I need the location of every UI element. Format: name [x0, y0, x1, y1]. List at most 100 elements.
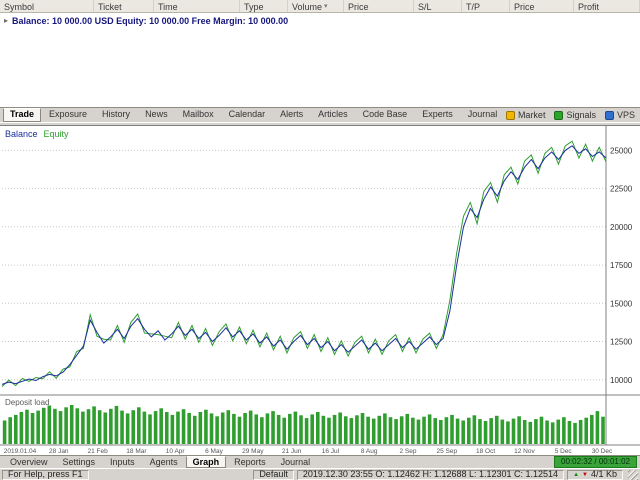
- legend-balance-label: Balance: [5, 129, 38, 139]
- toolbox-quick-links: Market Signals VPS: [505, 110, 637, 120]
- graph-legend: Balance Equity: [5, 129, 69, 139]
- svg-text:18 Oct: 18 Oct: [476, 448, 495, 455]
- column-header-label: Price: [348, 1, 369, 12]
- svg-text:2 Sep: 2 Sep: [400, 448, 417, 455]
- svg-text:10000: 10000: [610, 376, 633, 385]
- quicklink-vps[interactable]: VPS: [604, 110, 635, 120]
- column-header-s-l[interactable]: S/L: [414, 0, 462, 12]
- quicklink-label: VPS: [616, 110, 635, 120]
- svg-text:25000: 25000: [610, 146, 633, 155]
- graph-svg: 10000 12500 15000 17500 20000 22500 25000 2019.…: [0, 126, 640, 455]
- svg-text:16 Jul: 16 Jul: [322, 448, 340, 455]
- market-cart-icon: [505, 110, 515, 120]
- vps-icon: [604, 110, 614, 120]
- svg-text:22500: 22500: [610, 185, 633, 194]
- deposit-load-label: Deposit load: [5, 398, 50, 407]
- column-header-label: Profit: [578, 1, 600, 12]
- balance-line: [1, 145, 607, 385]
- toolbox-tab-articles[interactable]: Articles: [318, 109, 348, 119]
- column-header-label: Price: [514, 1, 535, 12]
- toolbox-tab-exposure[interactable]: Exposure: [49, 109, 88, 119]
- download-arrow-icon: ▼: [582, 471, 588, 478]
- account-balance-row[interactable]: ▸ Balance: 10 000.00 USD Equity: 10 000.…: [0, 14, 640, 27]
- signals-icon: [554, 110, 564, 120]
- column-header-volume[interactable]: Volume ▾: [288, 0, 344, 12]
- window-resize-grip[interactable]: [628, 469, 638, 480]
- column-header-price[interactable]: Price: [510, 0, 574, 12]
- toolbox-tab-alerts[interactable]: Alerts: [280, 109, 304, 119]
- status-profile[interactable]: Default: [253, 469, 294, 480]
- toolbox-tab-news[interactable]: News: [145, 109, 168, 119]
- deposit-load-bars: [2, 405, 605, 445]
- quicklink-market[interactable]: Market: [505, 110, 546, 120]
- x-axis-labels: 2019.01.04 28 Jan 21 Feb 18 Mar 10 Apr 6 May 2…: [4, 448, 613, 455]
- column-header-label: Volume: [292, 1, 323, 12]
- toolbox-tab-mailbox[interactable]: Mailbox: [182, 109, 214, 119]
- panel-splitter[interactable]: [0, 122, 640, 125]
- grid: [2, 149, 606, 381]
- tester-tab-journal[interactable]: Journal: [280, 457, 311, 467]
- status-quote: 2019.12.30 23:55 O: 1.12462 H: 1.12688 L…: [296, 469, 565, 480]
- y-axis-labels: 10000 12500 15000 17500 20000 22500 25000: [610, 146, 633, 384]
- tester-tab-overview[interactable]: Overview: [10, 457, 48, 467]
- svg-text:29 May: 29 May: [242, 448, 264, 455]
- svg-text:30 Dec: 30 Dec: [592, 448, 613, 455]
- column-header-label: S/L: [418, 1, 432, 12]
- column-header-t-p[interactable]: T/P: [462, 0, 510, 12]
- toolbox-tab-calendar[interactable]: Calendar: [228, 109, 266, 119]
- quicklink-label: Market: [517, 110, 546, 120]
- svg-text:5 Dec: 5 Dec: [555, 448, 573, 455]
- status-help-text: For Help, press F1: [2, 469, 89, 480]
- svg-text:12 Nov: 12 Nov: [514, 448, 535, 455]
- tester-tab-settings[interactable]: Settings: [62, 457, 96, 467]
- toolbox-tab-history[interactable]: History: [102, 109, 131, 119]
- tester-graph-panel[interactable]: 10000 12500 15000 17500 20000 22500 25000 2019.…: [0, 125, 640, 455]
- column-header-time[interactable]: Time: [154, 0, 240, 12]
- status-bar: For Help, press F1 Default 2019.12.30 23…: [0, 468, 640, 480]
- svg-text:12500: 12500: [610, 338, 633, 347]
- tester-progress-time: 00:02:32 / 00:01:02: [554, 456, 637, 468]
- toolbox-tab-bar: Trade Exposure History News Mailbox Calendar A…: [0, 107, 640, 122]
- svg-text:21 Feb: 21 Feb: [87, 448, 108, 455]
- quicklink-signals[interactable]: Signals: [554, 110, 596, 120]
- column-header-label: T/P: [466, 1, 481, 12]
- svg-text:10 Apr: 10 Apr: [166, 448, 186, 455]
- tester-tab-graph[interactable]: Graph: [185, 456, 227, 468]
- toolbox-tab-trade[interactable]: Trade: [3, 108, 42, 122]
- svg-text:17500: 17500: [610, 261, 633, 270]
- tester-tab-inputs[interactable]: Inputs: [110, 457, 135, 467]
- toolbox-tab-journal[interactable]: Journal: [467, 109, 498, 119]
- column-header-ticket[interactable]: Ticket: [94, 0, 154, 12]
- svg-text:18 Mar: 18 Mar: [126, 448, 147, 455]
- tester-tab-agents[interactable]: Agents: [149, 457, 178, 467]
- svg-text:21 Jun: 21 Jun: [282, 448, 302, 455]
- column-header-symbol[interactable]: Symbol: [0, 0, 94, 12]
- svg-text:20000: 20000: [610, 223, 633, 232]
- tester-tab-bar: Overview Settings Inputs Agents Graph Reports…: [0, 455, 640, 468]
- column-header-profit[interactable]: Profit: [574, 0, 640, 12]
- svg-text:25 Sep: 25 Sep: [436, 448, 457, 455]
- toolbox-tab-experts[interactable]: Experts: [422, 109, 453, 119]
- column-header-price[interactable]: Price: [344, 0, 414, 12]
- status-connection[interactable]: ▲ ▼ 4/1 Kb: [567, 469, 623, 480]
- column-header-label: Type: [244, 1, 264, 12]
- column-header-label: Symbol: [4, 1, 35, 12]
- svg-text:8 Aug: 8 Aug: [361, 448, 378, 455]
- equity-line: [1, 140, 607, 387]
- column-header-label: Ticket: [98, 1, 122, 12]
- svg-text:28 Jan: 28 Jan: [49, 448, 69, 455]
- svg-text:2019.01.04: 2019.01.04: [4, 448, 37, 455]
- tester-tab-reports[interactable]: Reports: [234, 457, 266, 467]
- column-header-type[interactable]: Type: [240, 0, 288, 12]
- column-header-label: Time: [158, 1, 178, 12]
- svg-text:6 May: 6 May: [205, 448, 223, 455]
- expand-icon[interactable]: ▸: [4, 16, 9, 25]
- toolbox-tab-code-base[interactable]: Code Base: [362, 109, 408, 119]
- svg-text:15000: 15000: [610, 299, 633, 308]
- account-balance-text: Balance: 10 000.00 USD Equity: 10 000.00…: [12, 15, 289, 26]
- trade-table-header: Symbol Ticket Time Type Volume ▾ Price S/L T/P Pr…: [0, 0, 640, 13]
- quicklink-label: Signals: [566, 110, 596, 120]
- volume-filter-icon[interactable]: ▾: [324, 3, 328, 10]
- upload-arrow-icon: ▲: [573, 471, 580, 478]
